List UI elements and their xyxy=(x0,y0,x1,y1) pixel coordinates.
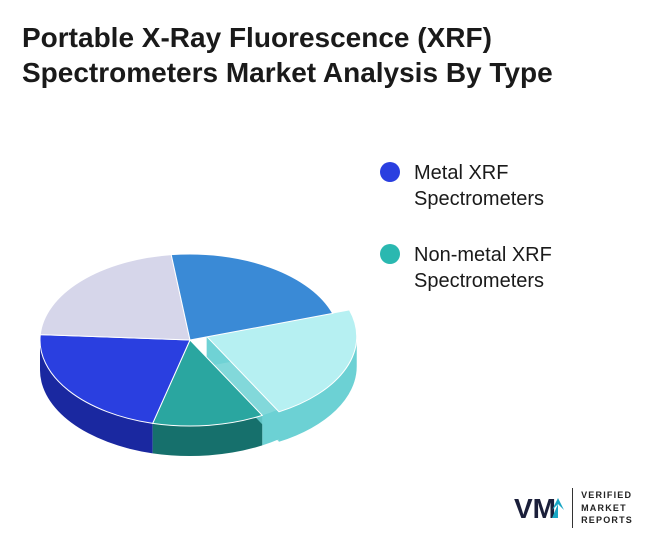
legend-item-metal: Metal XRF Spectrometers xyxy=(380,160,630,212)
brand-name-line: REPORTS xyxy=(581,514,633,527)
legend-item-nonmetal: Non-metal XRF Spectrometers xyxy=(380,242,630,294)
brand-divider xyxy=(572,488,573,528)
legend-dot-icon xyxy=(380,162,400,182)
legend: Metal XRF Spectrometers Non-metal XRF Sp… xyxy=(380,160,630,324)
brand-name-line: MARKET xyxy=(581,502,633,515)
brand-name-line: VERIFIED xyxy=(581,489,633,502)
brand-logo-icon: VM xyxy=(514,490,564,526)
brand-block: VM VERIFIED MARKET REPORTS xyxy=(514,488,633,528)
pie-chart xyxy=(20,220,360,480)
legend-label: Metal XRF Spectrometers xyxy=(414,160,630,212)
brand-name: VERIFIED MARKET REPORTS xyxy=(581,489,633,527)
legend-dot-icon xyxy=(380,244,400,264)
svg-text:VM: VM xyxy=(514,493,556,524)
legend-label: Non-metal XRF Spectrometers xyxy=(414,242,630,294)
page-title: Portable X-Ray Fluorescence (XRF) Spectr… xyxy=(22,20,625,90)
